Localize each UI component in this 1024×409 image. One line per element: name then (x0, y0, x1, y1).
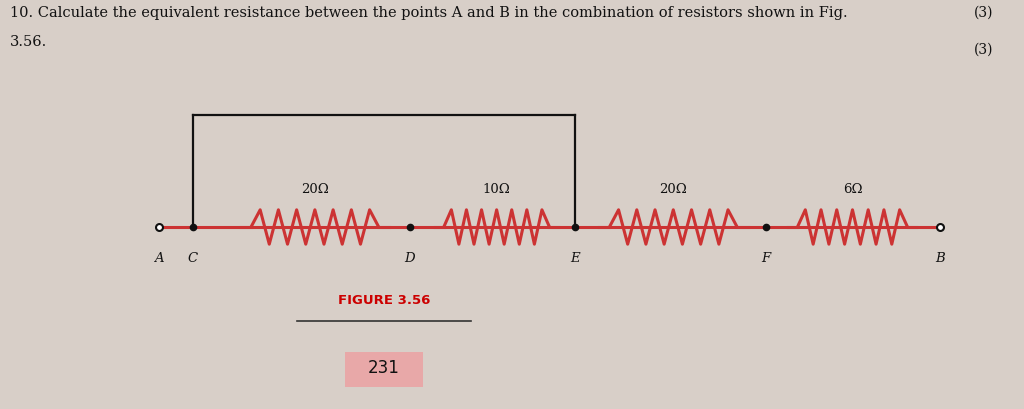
Text: 231: 231 (368, 359, 400, 377)
Text: B: B (935, 252, 945, 265)
Text: (3): (3) (974, 6, 993, 20)
Text: 3.56.: 3.56. (10, 35, 47, 49)
Text: F: F (761, 252, 771, 265)
Text: 20Ω: 20Ω (659, 183, 687, 196)
Text: E: E (570, 252, 581, 265)
Text: (3): (3) (974, 43, 993, 57)
Text: FIGURE 3.56: FIGURE 3.56 (338, 294, 430, 308)
Text: 10. Calculate the equivalent resistance between the points A and B in the combin: 10. Calculate the equivalent resistance … (10, 6, 848, 20)
Text: 20Ω: 20Ω (301, 183, 329, 196)
Text: C: C (187, 252, 198, 265)
Text: A: A (154, 252, 164, 265)
Text: D: D (404, 252, 415, 265)
Text: 10Ω: 10Ω (482, 183, 511, 196)
Text: 6Ω: 6Ω (843, 183, 862, 196)
FancyBboxPatch shape (345, 352, 423, 387)
